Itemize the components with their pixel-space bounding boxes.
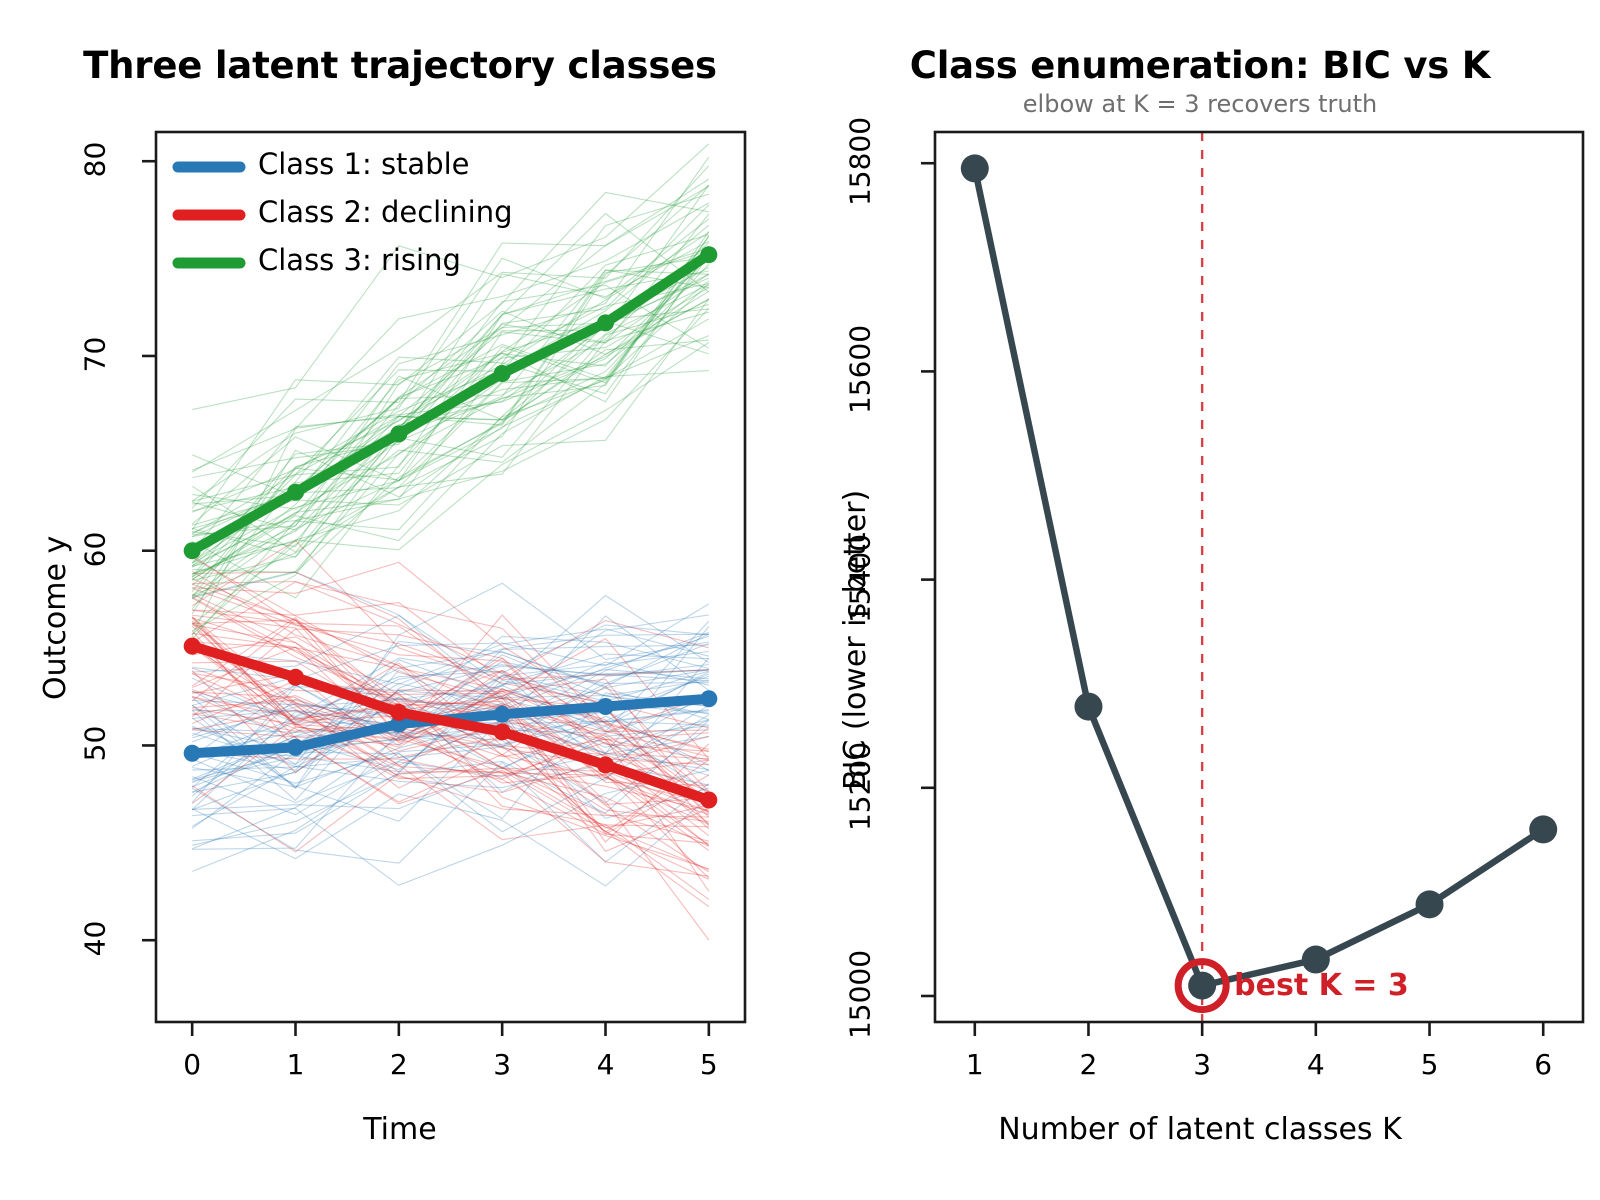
right-y-tick-label: 15000 xyxy=(843,949,877,1040)
right-y-axis-title: BIC (lower is better) xyxy=(838,489,873,790)
left-x-tick-label: 5 xyxy=(699,1048,718,1081)
legend-item-label: Class 1: stable xyxy=(258,147,470,181)
left-y-tick-label: 70 xyxy=(78,336,112,373)
left-x-tick-label: 3 xyxy=(493,1048,512,1081)
left-y-tick-label: 50 xyxy=(78,726,112,762)
right-x-tick-label: 1 xyxy=(965,1048,984,1081)
left-x-tick-label: 0 xyxy=(183,1048,202,1081)
right-panel-title: Class enumeration: BIC vs K xyxy=(909,44,1491,87)
left-y-tick-label: 60 xyxy=(78,531,112,568)
right-x-tick-label: 2 xyxy=(1079,1048,1098,1081)
right-x-tick-label: 3 xyxy=(1193,1048,1212,1081)
right-y-tick-label: 15800 xyxy=(843,117,877,207)
legend-item-label: Class 3: rising xyxy=(258,243,461,277)
right-panel: Class enumeration: BIC vs K elbow at K =… xyxy=(800,0,1600,1200)
best-k-annotation: best K = 3 xyxy=(1234,967,1409,1003)
right-panel-subtitle: elbow at K = 3 recovers truth xyxy=(1022,90,1378,118)
left-x-tick-label: 4 xyxy=(596,1048,615,1081)
right-y-tick-label: 15600 xyxy=(843,325,877,415)
right-x-tick-label: 4 xyxy=(1306,1048,1325,1081)
left-y-tick-label: 40 xyxy=(78,920,112,957)
left-x-tick-label: 2 xyxy=(389,1048,408,1081)
legend-item-label: Class 2: declining xyxy=(258,195,513,229)
right-x-tick-label: 5 xyxy=(1420,1048,1439,1081)
left-y-tick-label: 80 xyxy=(78,141,112,178)
left-x-tick-label: 1 xyxy=(286,1048,305,1081)
right-x-tick-label: 6 xyxy=(1534,1048,1553,1081)
right-x-axis-title: Number of latent classes K xyxy=(998,1112,1402,1147)
bic-plot xyxy=(921,130,1585,1036)
trajectory-plot xyxy=(142,130,747,1036)
left-x-axis-title: Time xyxy=(363,1112,437,1147)
left-panel: Three latent trajectory classes Time Out… xyxy=(38,44,747,1147)
left-y-axis-title: Outcome y xyxy=(38,535,73,700)
left-panel-title: Three latent trajectory classes xyxy=(83,44,717,87)
